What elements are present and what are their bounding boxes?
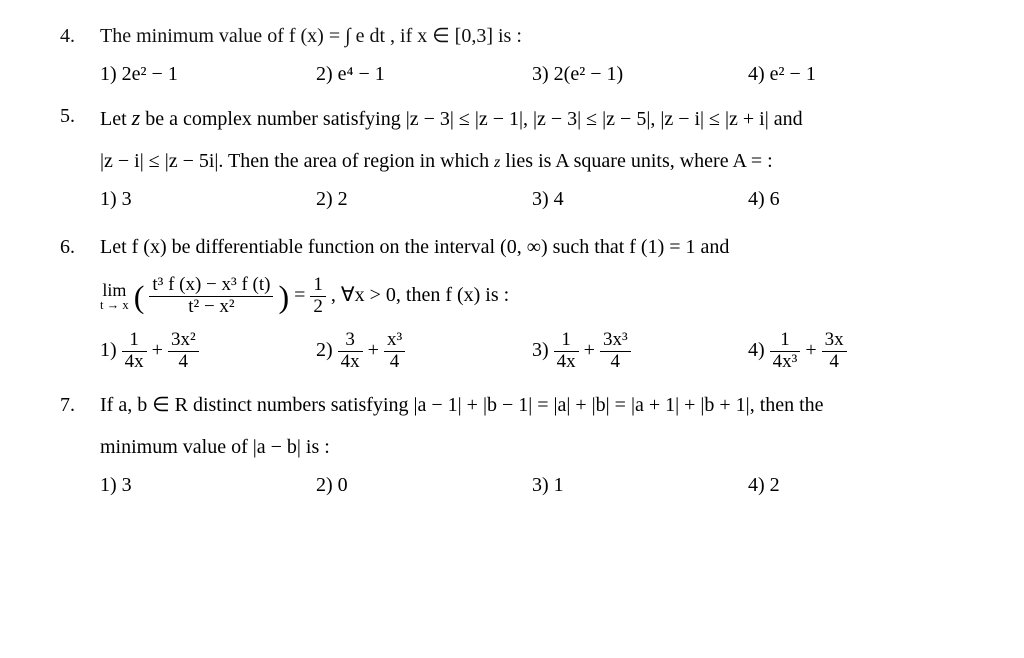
q6-half: 1 2 [310, 275, 326, 318]
q6-number: 6. [60, 231, 100, 263]
q5-opt-4: 4) 6 [748, 183, 964, 215]
q7-line1: If a, b ∈ R distinct numbers satisfying … [100, 389, 964, 421]
q6-o4-ad: 4x³ [770, 352, 801, 373]
q4-opt-1: 1) 2e² − 1 [100, 58, 316, 90]
lparen-icon: ( [134, 279, 145, 315]
q6-opt-2: 2) 34x + x³4 [316, 330, 532, 373]
q6-body: Let f (x) be differentiable function on … [100, 231, 964, 383]
q6-o4-b: 3x4 [822, 330, 847, 373]
q5-options: 1) 3 2) 2 3) 4 4) 6 [100, 183, 964, 215]
q4-stem-text: The minimum value of f (x) = ∫ e dt , if… [100, 20, 964, 52]
q6-o2-bn: x³ [384, 330, 405, 352]
q6-lim: lim t → x [100, 281, 129, 312]
q6-o3-a: 14x [554, 330, 579, 373]
q6-frac-den: t² − x² [149, 297, 273, 318]
q6-options: 1) 14x + 3x²4 2) 34x + x³4 3) 14x + 3x³4… [100, 330, 964, 373]
q5-body: Let z be a complex number satisfying |z … [100, 100, 964, 225]
q4-number: 4. [60, 20, 100, 52]
q5-l1a: Let [100, 108, 132, 130]
q6-o2-b: x³4 [384, 330, 405, 373]
q7: 7. If a, b ∈ R distinct numbers satisfyi… [60, 389, 964, 511]
q6-o1-bd: 4 [168, 352, 199, 373]
q7-options: 1) 3 2) 0 3) 1 4) 2 [100, 469, 964, 501]
q6-o4-an: 1 [770, 330, 801, 352]
q5-line2: |z − i| ≤ |z − 5i|. Then the area of reg… [100, 145, 964, 177]
q7-line2: minimum value of |a − b| is : [100, 431, 964, 463]
q6-o3-an: 1 [554, 330, 579, 352]
q4-opt-3: 3) 2(e² − 1) [532, 58, 748, 90]
q6-o2-p: 2) [316, 339, 338, 361]
rparen-icon: ) [278, 279, 289, 315]
q6-o2-bd: 4 [384, 352, 405, 373]
q6-o1-ad: 4x [122, 352, 147, 373]
q6-main-frac: t³ f (x) − x³ f (t) t² − x² [149, 275, 273, 318]
q5-z: z [132, 105, 141, 130]
q6-o2-ad: 4x [338, 352, 363, 373]
q5-number: 5. [60, 100, 100, 132]
q6-o3-ad: 4x [554, 352, 579, 373]
q5-opt-3: 3) 4 [532, 183, 748, 215]
q4-opt-2: 2) e⁴ − 1 [316, 58, 532, 90]
q6-o2-plus: + [368, 339, 384, 361]
q6-eq: = [294, 284, 310, 306]
q6-lim-bot: t → x [100, 299, 129, 312]
q5-l1b: be a complex number satisfying |z − 3| ≤… [140, 108, 802, 130]
q6-o3-p: 3) [532, 339, 554, 361]
q7-number: 7. [60, 389, 100, 421]
q6-o1-a: 14x [122, 330, 147, 373]
q6-o2-a: 34x [338, 330, 363, 373]
q6-half-num: 1 [310, 275, 326, 297]
q7-body: If a, b ∈ R distinct numbers satisfying … [100, 389, 964, 511]
q5-l2b: lies is A square units, where A = : [500, 150, 772, 172]
q5-line1: Let z be a complex number satisfying |z … [100, 100, 964, 135]
q6-o4-a: 14x³ [770, 330, 801, 373]
q5: 5. Let z be a complex number satisfying … [60, 100, 964, 225]
q6-o4-bd: 4 [822, 352, 847, 373]
q7-opt-2: 2) 0 [316, 469, 532, 501]
q6-o3-plus: + [584, 339, 600, 361]
q6-o4-plus: + [805, 339, 821, 361]
q7-opt-1: 1) 3 [100, 469, 316, 501]
q4-opt-4: 4) e² − 1 [748, 58, 964, 90]
q6-half-den: 2 [310, 297, 326, 318]
q5-opt-1: 1) 3 [100, 183, 316, 215]
q6-o3-bd: 4 [600, 352, 631, 373]
q4-partial-stem: 4. The minimum value of f (x) = ∫ e dt ,… [60, 20, 964, 52]
q6-o2-an: 3 [338, 330, 363, 352]
q5-opt-2: 2) 2 [316, 183, 532, 215]
q6-frac-num: t³ f (x) − x³ f (t) [149, 275, 273, 297]
q6: 6. Let f (x) be differentiable function … [60, 231, 964, 383]
q4-options: 1) 2e² − 1 2) e⁴ − 1 3) 2(e² − 1) 4) e² … [60, 58, 964, 90]
q7-opt-4: 4) 2 [748, 469, 964, 501]
q6-opt-3: 3) 14x + 3x³4 [532, 330, 748, 373]
q6-opt-1: 1) 14x + 3x²4 [100, 330, 316, 373]
q5-l2a: |z − i| ≤ |z − 5i|. Then the area of reg… [100, 150, 494, 172]
q6-o3-b: 3x³4 [600, 330, 631, 373]
q7-opt-3: 3) 1 [532, 469, 748, 501]
q6-o1-p: 1) [100, 339, 122, 361]
q6-line2: lim t → x ( t³ f (x) − x³ f (t) t² − x² … [100, 275, 964, 318]
q6-o4-p: 4) [748, 339, 770, 361]
q6-o1-b: 3x²4 [168, 330, 199, 373]
q6-opt-4: 4) 14x³ + 3x4 [748, 330, 964, 373]
q6-line1: Let f (x) be differentiable function on … [100, 231, 964, 263]
q6-o3-bn: 3x³ [600, 330, 631, 352]
q6-tail: , ∀x > 0, then f (x) is : [331, 284, 509, 306]
q6-o1-plus: + [152, 339, 168, 361]
q6-lim-top: lim [100, 281, 129, 299]
q6-o1-bn: 3x² [168, 330, 199, 352]
q6-o1-an: 1 [122, 330, 147, 352]
q6-o4-bn: 3x [822, 330, 847, 352]
